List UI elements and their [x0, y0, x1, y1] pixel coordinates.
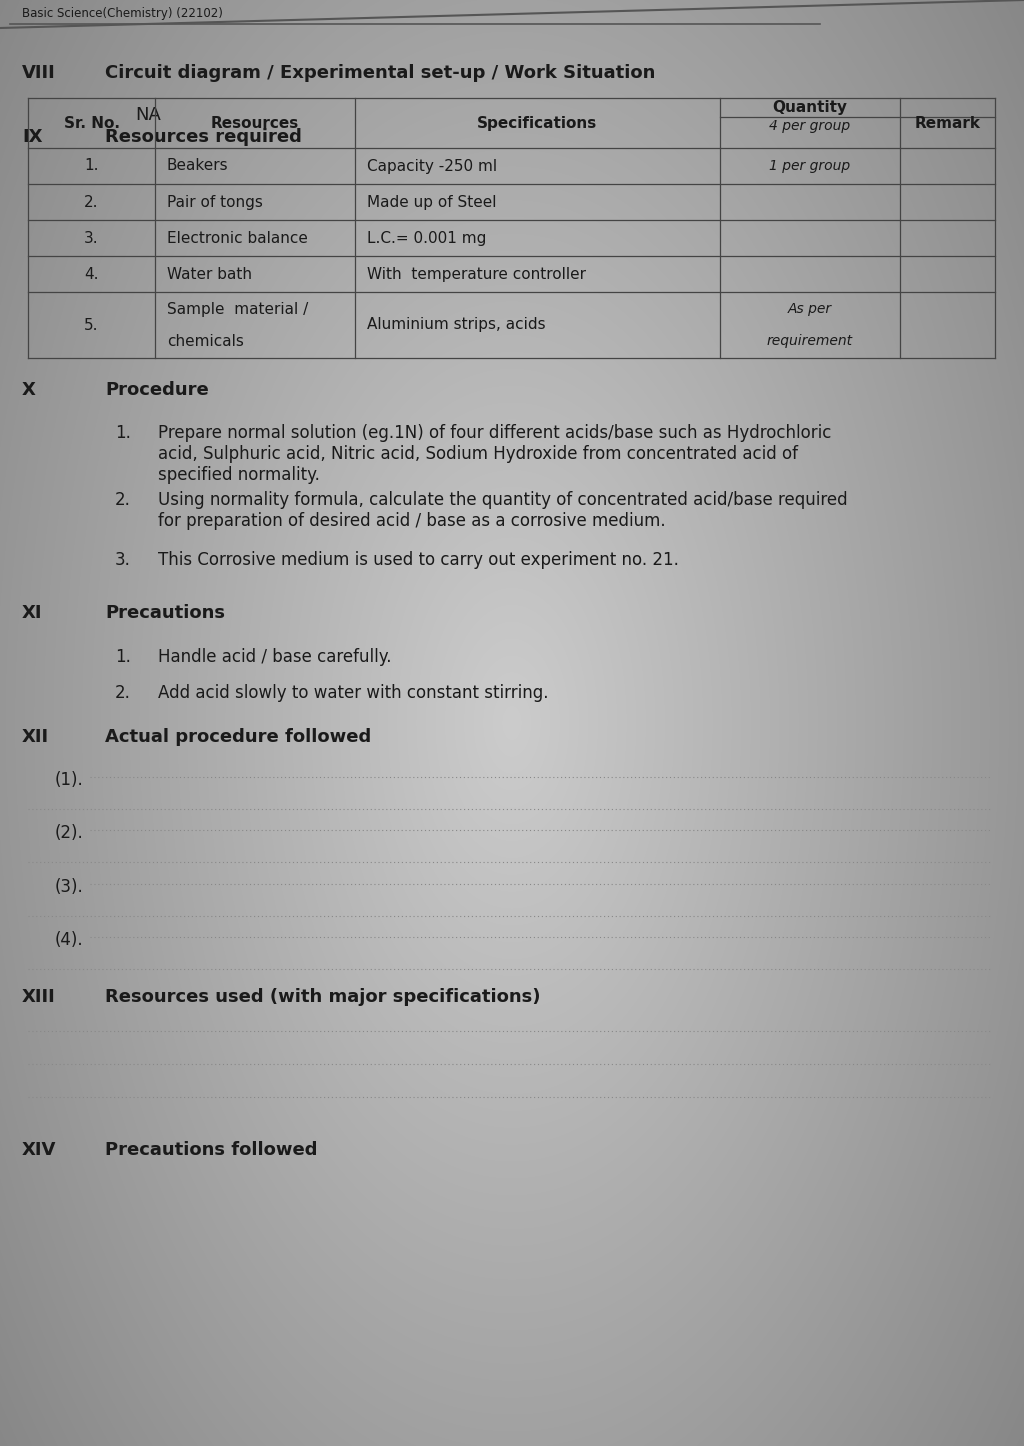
- Text: Quantity: Quantity: [772, 100, 848, 116]
- Text: 3.: 3.: [115, 551, 131, 568]
- Text: Circuit diagram / Experimental set-up / Work Situation: Circuit diagram / Experimental set-up / …: [105, 64, 655, 82]
- Text: Sample  material /: Sample material /: [167, 302, 308, 317]
- Text: Prepare normal solution (eg.1N) of four different acids/base such as Hydrochlori: Prepare normal solution (eg.1N) of four …: [158, 424, 831, 483]
- Text: As per: As per: [787, 302, 833, 317]
- Text: 2.: 2.: [115, 492, 131, 509]
- Text: (2).: (2).: [55, 824, 84, 842]
- Text: IX: IX: [22, 129, 43, 146]
- Text: Pair of tongs: Pair of tongs: [167, 195, 263, 210]
- Text: 5.: 5.: [84, 318, 98, 333]
- Text: Actual procedure followed: Actual procedure followed: [105, 727, 372, 746]
- Text: X: X: [22, 380, 36, 399]
- Text: requirement: requirement: [767, 334, 853, 348]
- Text: 2.: 2.: [84, 195, 98, 210]
- Text: Water bath: Water bath: [167, 266, 252, 282]
- Text: XII: XII: [22, 727, 49, 746]
- Text: (4).: (4).: [55, 931, 84, 949]
- Text: Handle acid / base carefully.: Handle acid / base carefully.: [158, 648, 391, 667]
- Text: chemicals: chemicals: [167, 334, 244, 348]
- Text: VIII: VIII: [22, 64, 55, 82]
- Text: Using normality formula, calculate the quantity of concentrated acid/base requir: Using normality formula, calculate the q…: [158, 492, 848, 529]
- Text: Precautions followed: Precautions followed: [105, 1141, 317, 1160]
- Text: Specifications: Specifications: [477, 116, 598, 130]
- Text: 3.: 3.: [84, 230, 98, 246]
- Text: Resources used (with major specifications): Resources used (with major specification…: [105, 988, 541, 1006]
- Text: Sr. No.: Sr. No.: [63, 116, 120, 130]
- Text: L.C.= 0.001 mg: L.C.= 0.001 mg: [367, 230, 486, 246]
- Text: Procedure: Procedure: [105, 380, 209, 399]
- Text: Basic Science(Chemistry) (22102): Basic Science(Chemistry) (22102): [22, 7, 223, 20]
- Text: 4 per group: 4 per group: [769, 119, 851, 133]
- Text: Aluminium strips, acids: Aluminium strips, acids: [367, 318, 546, 333]
- Text: XIII: XIII: [22, 988, 55, 1006]
- Text: Precautions: Precautions: [105, 604, 225, 622]
- Text: Beakers: Beakers: [167, 159, 228, 174]
- Text: Electronic balance: Electronic balance: [167, 230, 308, 246]
- Text: (3).: (3).: [55, 878, 84, 897]
- Text: 4.: 4.: [84, 266, 98, 282]
- Text: 1.: 1.: [115, 424, 131, 442]
- Text: NA: NA: [135, 106, 161, 124]
- Text: XI: XI: [22, 604, 43, 622]
- Text: (1).: (1).: [55, 771, 84, 790]
- Text: Capacity -250 ml: Capacity -250 ml: [367, 159, 497, 174]
- Text: 1.: 1.: [84, 159, 98, 174]
- Text: XIV: XIV: [22, 1141, 56, 1160]
- Text: Resources: Resources: [211, 116, 299, 130]
- Text: Add acid slowly to water with constant stirring.: Add acid slowly to water with constant s…: [158, 684, 549, 701]
- Text: With  temperature controller: With temperature controller: [367, 266, 586, 282]
- Text: 2.: 2.: [115, 684, 131, 701]
- Text: Made up of Steel: Made up of Steel: [367, 195, 497, 210]
- Text: This Corrosive medium is used to carry out experiment no. 21.: This Corrosive medium is used to carry o…: [158, 551, 679, 568]
- Text: Resources required: Resources required: [105, 129, 302, 146]
- Text: Remark: Remark: [914, 116, 981, 130]
- Text: 1 per group: 1 per group: [769, 159, 851, 174]
- Text: 1.: 1.: [115, 648, 131, 667]
